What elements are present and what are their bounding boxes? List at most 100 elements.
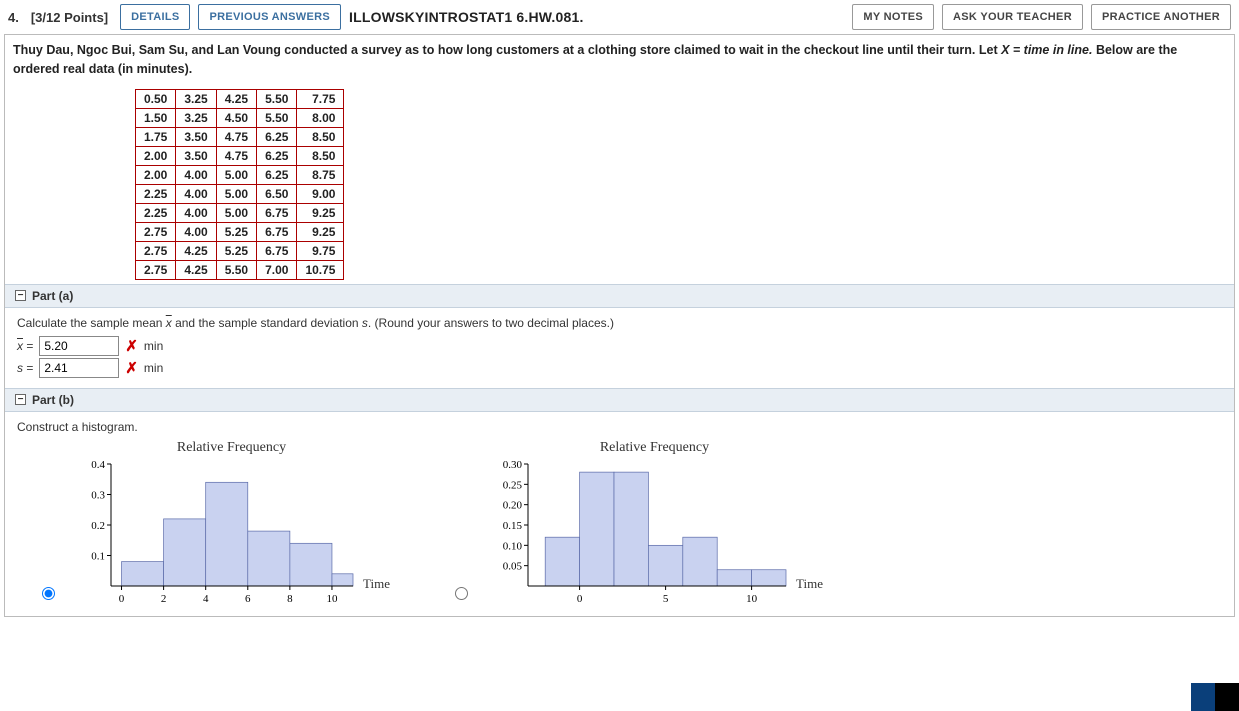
part-a-header[interactable]: − Part (a): [5, 284, 1234, 308]
chart-1-svg: 0.10.20.30.40246810: [73, 458, 363, 608]
practice-another-button[interactable]: PRACTICE ANOTHER: [1091, 4, 1231, 30]
data-cell: 6.25: [257, 127, 297, 146]
wrong-icon: ✗: [125, 337, 138, 355]
svg-text:5: 5: [663, 593, 669, 605]
xbar-answer-row: x = ✗ min: [17, 336, 1222, 356]
data-cell: 2.25: [136, 203, 176, 222]
question-intro: Thuy Dau, Ngoc Bui, Sam Su, and Lan Voun…: [5, 35, 1234, 85]
svg-text:0.05: 0.05: [503, 560, 523, 572]
collapse-icon: −: [15, 290, 26, 301]
data-cell: 6.25: [257, 165, 297, 184]
chart-2-ylabel: Relative Frequency: [486, 440, 823, 456]
question-number: 4.: [8, 10, 19, 25]
data-cell: 3.25: [176, 89, 216, 108]
data-cell: 4.75: [216, 127, 256, 146]
s-input[interactable]: [39, 358, 119, 378]
svg-text:0.30: 0.30: [503, 459, 523, 471]
svg-text:0.20: 0.20: [503, 499, 523, 511]
data-cell: 6.75: [257, 203, 297, 222]
previous-answers-button[interactable]: PREVIOUS ANSWERS: [198, 4, 341, 30]
data-cell: 7.00: [257, 260, 297, 279]
histogram-options: Relative Frequency 0.10.20.30.40246810 T…: [17, 440, 1222, 608]
data-cell: 9.25: [297, 203, 344, 222]
svg-text:2: 2: [161, 593, 167, 605]
data-cell: 1.50: [136, 108, 176, 127]
s-unit: min: [144, 361, 163, 375]
chart-1-xlabel: Time: [363, 576, 390, 592]
collapse-icon: −: [15, 394, 26, 405]
wrong-icon: ✗: [125, 359, 138, 377]
svg-text:0.1: 0.1: [91, 550, 105, 562]
data-cell: 2.75: [136, 241, 176, 260]
part-a-body: Calculate the sample mean x and the samp…: [5, 308, 1234, 388]
histogram-option-2: Relative Frequency 0.050.100.150.200.250…: [450, 440, 823, 608]
part-b-header[interactable]: − Part (b): [5, 388, 1234, 412]
svg-text:0.10: 0.10: [503, 540, 523, 552]
svg-text:0.2: 0.2: [91, 520, 105, 532]
part-b-title: Part (b): [32, 393, 74, 407]
data-cell: 6.75: [257, 241, 297, 260]
data-cell: 4.75: [216, 146, 256, 165]
data-cell: 8.50: [297, 127, 344, 146]
data-cell: 4.25: [216, 89, 256, 108]
data-cell: 5.00: [216, 184, 256, 203]
eq2: =: [23, 361, 33, 375]
svg-text:0.3: 0.3: [91, 489, 105, 501]
my-notes-button[interactable]: MY NOTES: [852, 4, 934, 30]
question-header: 4. [3/12 Points] DETAILS PREVIOUS ANSWER…: [0, 0, 1239, 34]
eq1: =: [23, 339, 33, 353]
part-b-instruction: Construct a histogram.: [17, 420, 1222, 434]
data-cell: 4.00: [176, 222, 216, 241]
svg-text:0.25: 0.25: [503, 479, 523, 491]
svg-text:0: 0: [577, 593, 583, 605]
data-cell: 9.75: [297, 241, 344, 260]
data-cell: 5.00: [216, 165, 256, 184]
data-cell: 4.25: [176, 260, 216, 279]
data-cell: 5.50: [257, 89, 297, 108]
chart-2-wrap: Relative Frequency 0.050.100.150.200.250…: [486, 440, 823, 608]
data-cell: 2.00: [136, 146, 176, 165]
intro-x-eq: X = time in line.: [1001, 43, 1092, 57]
chart-1-wrap: Relative Frequency 0.10.20.30.40246810 T…: [73, 440, 390, 608]
chart-1-ylabel: Relative Frequency: [73, 440, 390, 456]
data-cell: 4.00: [176, 184, 216, 203]
data-cell: 1.75: [136, 127, 176, 146]
data-cell: 7.75: [297, 89, 344, 108]
data-table: 0.503.254.255.507.751.503.254.505.508.00…: [135, 89, 344, 280]
xbar-input[interactable]: [39, 336, 119, 356]
ask-teacher-button[interactable]: ASK YOUR TEACHER: [942, 4, 1083, 30]
histogram-radio-1[interactable]: [42, 587, 55, 600]
xbar-unit: min: [144, 339, 163, 353]
instr-1: Calculate the sample mean: [17, 316, 166, 330]
data-cell: 2.75: [136, 222, 176, 241]
data-cell: 6.50: [257, 184, 297, 203]
data-cell: 4.25: [176, 241, 216, 260]
data-cell: 5.00: [216, 203, 256, 222]
svg-text:10: 10: [746, 593, 758, 605]
data-cell: 10.75: [297, 260, 344, 279]
data-cell: 2.75: [136, 260, 176, 279]
data-cell: 9.25: [297, 222, 344, 241]
data-cell: 0.50: [136, 89, 176, 108]
part-a-title: Part (a): [32, 289, 73, 303]
data-cell: 8.50: [297, 146, 344, 165]
data-cell: 8.00: [297, 108, 344, 127]
data-cell: 6.25: [257, 146, 297, 165]
svg-text:8: 8: [287, 593, 293, 605]
chart-2-xlabel: Time: [796, 576, 823, 592]
details-button[interactable]: DETAILS: [120, 4, 190, 30]
data-cell: 2.25: [136, 184, 176, 203]
svg-text:10: 10: [326, 593, 338, 605]
histogram-radio-2[interactable]: [455, 587, 468, 600]
part-b-body: Construct a histogram. Relative Frequenc…: [5, 412, 1234, 616]
question-content: Thuy Dau, Ngoc Bui, Sam Su, and Lan Voun…: [4, 34, 1235, 617]
data-cell: 8.75: [297, 165, 344, 184]
instr-3: . (Round your answers to two decimal pla…: [368, 316, 614, 330]
svg-text:6: 6: [245, 593, 251, 605]
histogram-option-1: Relative Frequency 0.10.20.30.40246810 T…: [37, 440, 390, 608]
s-answer-row: s = ✗ min: [17, 358, 1222, 378]
data-cell: 5.50: [257, 108, 297, 127]
data-cell: 5.25: [216, 241, 256, 260]
data-cell: 9.00: [297, 184, 344, 203]
part-a-instruction: Calculate the sample mean x and the samp…: [17, 316, 1222, 330]
